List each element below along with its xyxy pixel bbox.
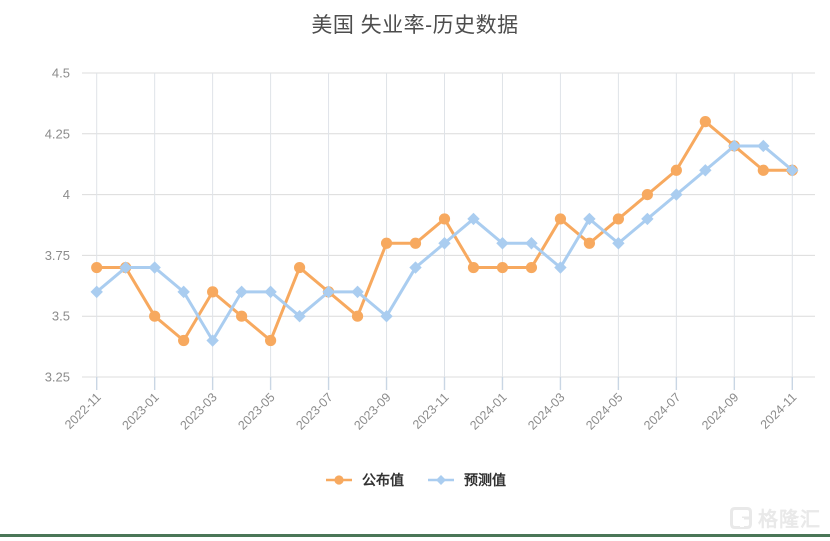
y-axis-label: 3.75: [45, 248, 70, 263]
legend: 公布值 预测值: [0, 470, 830, 490]
data-point-预测值-2023-12[interactable]: [467, 212, 480, 226]
data-point-预测值-2022-11[interactable]: [90, 285, 103, 299]
data-point-预测值-2023-01[interactable]: [148, 261, 161, 274]
x-axis-label: 2024-05: [583, 390, 625, 432]
x-axis-label: 2024-03: [525, 390, 567, 432]
x-axis-label: 2023-09: [351, 390, 393, 432]
data-point-预测值-2024-08[interactable]: [699, 164, 712, 177]
data-point-预测值-2024-03[interactable]: [554, 261, 567, 274]
watermark-text: 格隆汇: [758, 509, 821, 531]
y-axis-label: 3.25: [45, 370, 70, 385]
data-point-公布值-2023-12[interactable]: [467, 261, 480, 274]
data-point-预测值-2024-01[interactable]: [496, 237, 509, 250]
data-point-预测值-2024-09[interactable]: [728, 139, 741, 153]
data-point-预测值-2023-03[interactable]: [206, 334, 219, 347]
x-axis-label: 2023-01: [119, 390, 161, 432]
data-point-预测值-2023-06[interactable]: [293, 310, 306, 323]
x-axis-label: 2023-05: [235, 390, 277, 432]
data-point-公布值-2023-03[interactable]: [207, 286, 219, 298]
bottom-accent-bar: [0, 534, 830, 537]
data-point-预测值-2023-10[interactable]: [409, 261, 422, 274]
x-axis-label: 2022-11: [62, 390, 104, 432]
data-point-公布值-2024-10[interactable]: [757, 164, 769, 176]
data-point-预测值-2024-06[interactable]: [641, 212, 654, 226]
y-axis-label: 4.25: [45, 126, 70, 141]
legend-label-published: 公布值: [362, 472, 404, 488]
data-point-公布值-2023-11[interactable]: [438, 213, 451, 225]
data-point-预测值-2024-07[interactable]: [670, 188, 683, 201]
data-point-预测值-2023-05[interactable]: [264, 285, 277, 299]
plot-area: 4.5 4.25 4 3.75 3.5 3.25 2022-11 2023-01 2023-03…: [45, 66, 815, 433]
y-axis-label: 4: [63, 187, 70, 202]
published-series-marker-icon: [326, 475, 352, 485]
data-point-预测值-2023-08[interactable]: [351, 285, 364, 299]
data-point-预测值-2024-11[interactable]: [786, 164, 799, 177]
data-point-预测值-2023-02[interactable]: [177, 285, 190, 299]
data-point-公布值-2024-07[interactable]: [670, 164, 682, 176]
data-point-预测值-2024-04[interactable]: [583, 212, 596, 226]
data-point-预测值-2024-10[interactable]: [757, 139, 770, 153]
data-point-公布值-2024-08[interactable]: [699, 116, 711, 128]
data-point-公布值-2022-11[interactable]: [91, 261, 103, 274]
forecast-series-marker-icon: [428, 475, 454, 485]
data-point-公布值-2024-03[interactable]: [554, 213, 567, 225]
data-point-公布值-2024-06[interactable]: [641, 189, 653, 201]
data-point-公布值-2023-09[interactable]: [380, 237, 393, 249]
x-axis-label: 2024-01: [467, 390, 509, 432]
y-axis-label: 4.5: [52, 66, 70, 81]
data-point-公布值-2023-10[interactable]: [409, 237, 422, 249]
data-point-预测值-2023-09[interactable]: [380, 310, 393, 323]
watermark: 格隆汇: [729, 503, 821, 532]
data-point-公布值-2024-04[interactable]: [583, 237, 596, 249]
data-point-公布值-2023-06[interactable]: [293, 261, 306, 274]
data-point-公布值-2023-08[interactable]: [351, 310, 364, 322]
gelonghui-logo-icon: [730, 506, 752, 529]
chart-title: 美国 失业率-历史数据: [311, 14, 519, 37]
x-axis-label: 2024-09: [699, 390, 741, 432]
data-point-公布值-2024-05[interactable]: [612, 213, 624, 225]
x-axis-label: 2023-11: [410, 390, 452, 432]
x-axis-label: 2023-07: [293, 390, 335, 432]
data-point-预测值-2023-07[interactable]: [322, 285, 335, 299]
data-point-公布值-2023-01[interactable]: [149, 310, 161, 322]
data-point-公布值-2023-05[interactable]: [264, 334, 277, 347]
data-point-预测值-2023-04[interactable]: [235, 285, 248, 299]
x-axis-label: 2024-07: [641, 390, 683, 432]
data-point-公布值-2024-01[interactable]: [496, 261, 509, 274]
data-point-公布值-2024-02[interactable]: [525, 261, 538, 274]
data-point-预测值-2024-02[interactable]: [525, 237, 538, 250]
legend-label-forecast: 预测值: [464, 472, 506, 488]
data-point-预测值-2023-11[interactable]: [438, 237, 451, 250]
legend-item-published[interactable]: 公布值: [324, 470, 404, 490]
data-point-预测值-2022-12[interactable]: [119, 261, 132, 274]
y-axis-label: 3.5: [52, 309, 70, 324]
data-point-公布值-2023-04[interactable]: [236, 310, 248, 322]
data-point-预测值-2024-05[interactable]: [612, 237, 625, 250]
x-axis-label: 2023-03: [177, 390, 219, 432]
data-point-公布值-2023-02[interactable]: [178, 334, 190, 347]
legend-item-forecast[interactable]: 预测值: [426, 470, 506, 490]
x-axis-label: 2024-11: [758, 390, 800, 432]
